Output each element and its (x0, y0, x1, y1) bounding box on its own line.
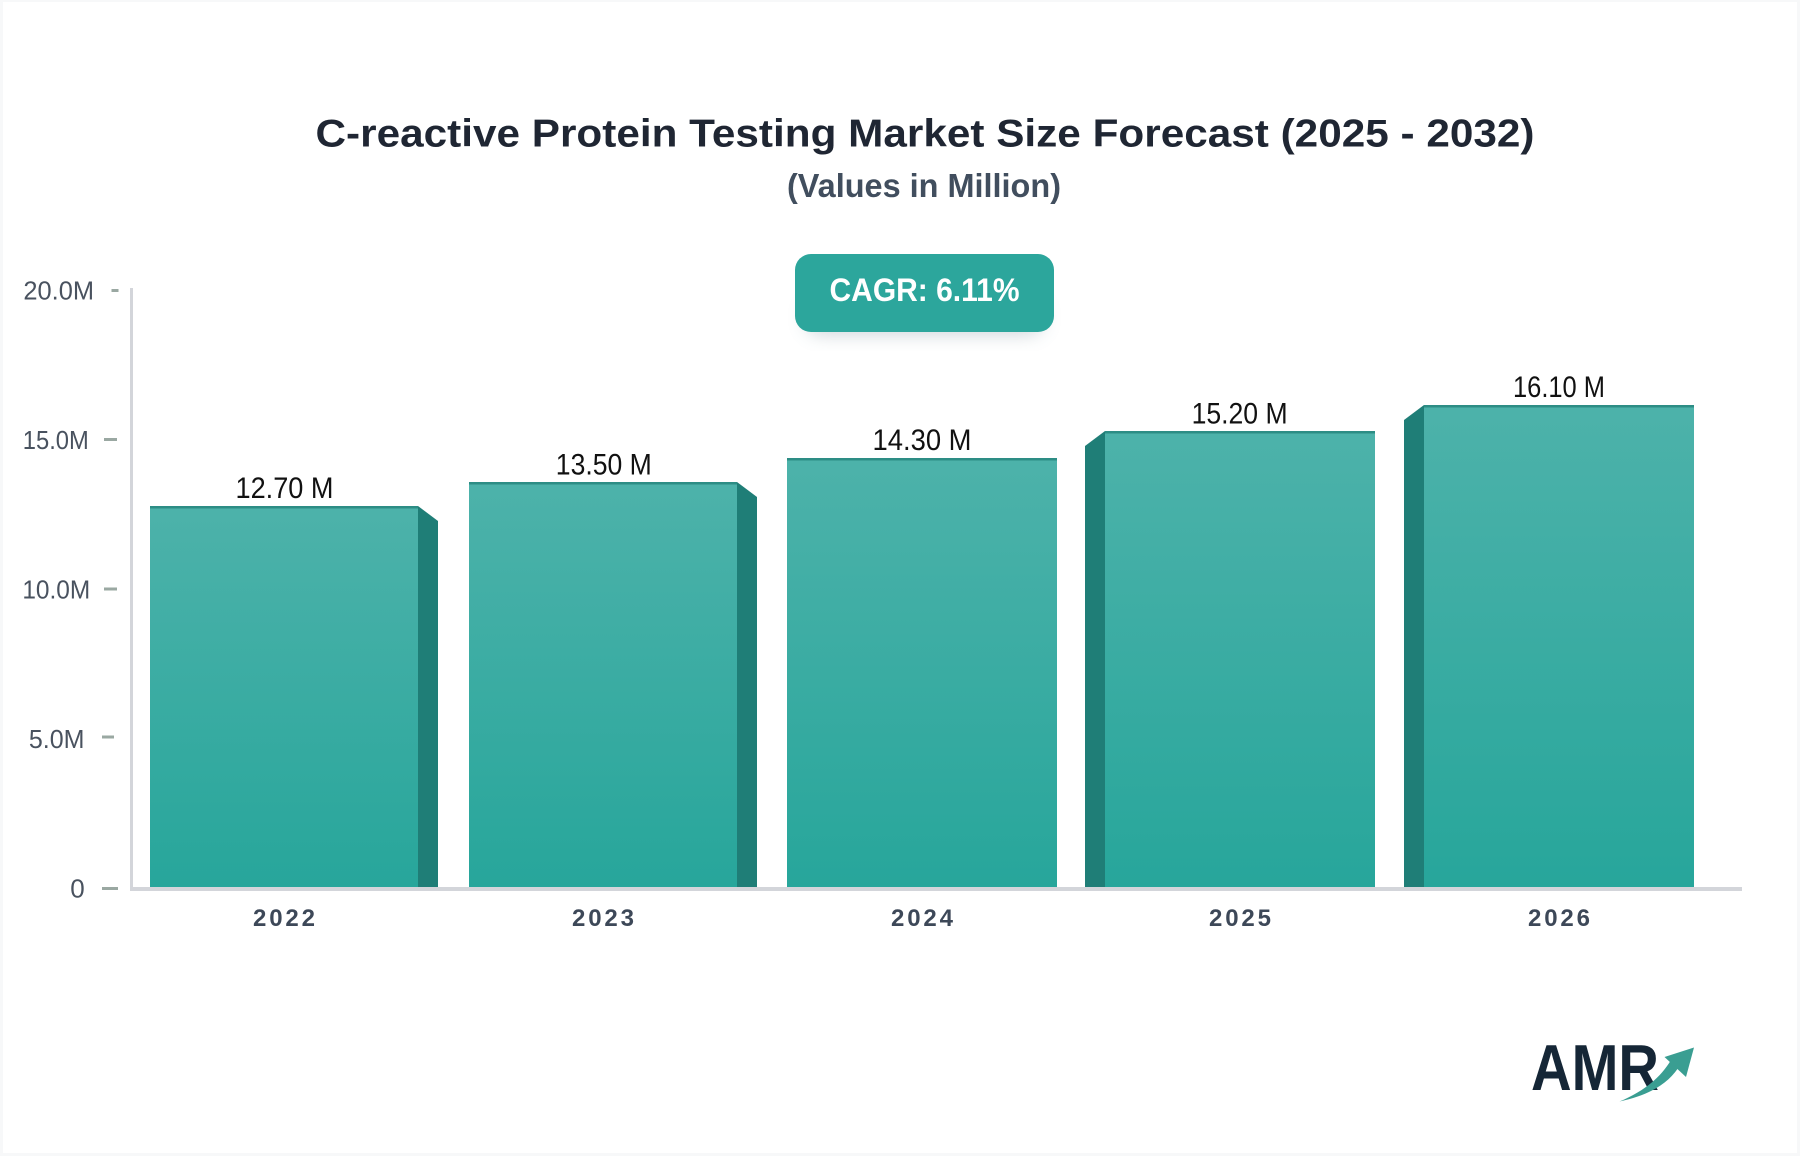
svg-text:AMR: AMR (1531, 1031, 1659, 1104)
svg-text:14.30 M: 14.30 M (873, 424, 972, 457)
svg-text:10.0M: 10.0M (22, 575, 90, 605)
svg-text:12.70 M: 12.70 M (236, 472, 334, 505)
svg-text:15.0M: 15.0M (23, 425, 89, 455)
svg-text:15.20 M: 15.20 M (1192, 398, 1288, 431)
svg-text:5.0M: 5.0M (29, 724, 85, 754)
svg-text:13.50 M: 13.50 M (556, 449, 652, 482)
svg-text:0: 0 (70, 874, 84, 904)
svg-text:16.10 M: 16.10 M (1513, 371, 1605, 404)
svg-text:CAGR: 6.11%: CAGR: 6.11% (830, 272, 1020, 308)
svg-text:C-reactive Protein Testing Mar: C-reactive Protein Testing Market Size F… (316, 113, 1535, 156)
svg-text:(Values in Million): (Values in Million) (787, 167, 1061, 204)
svg-text:20.0M: 20.0M (23, 276, 94, 306)
